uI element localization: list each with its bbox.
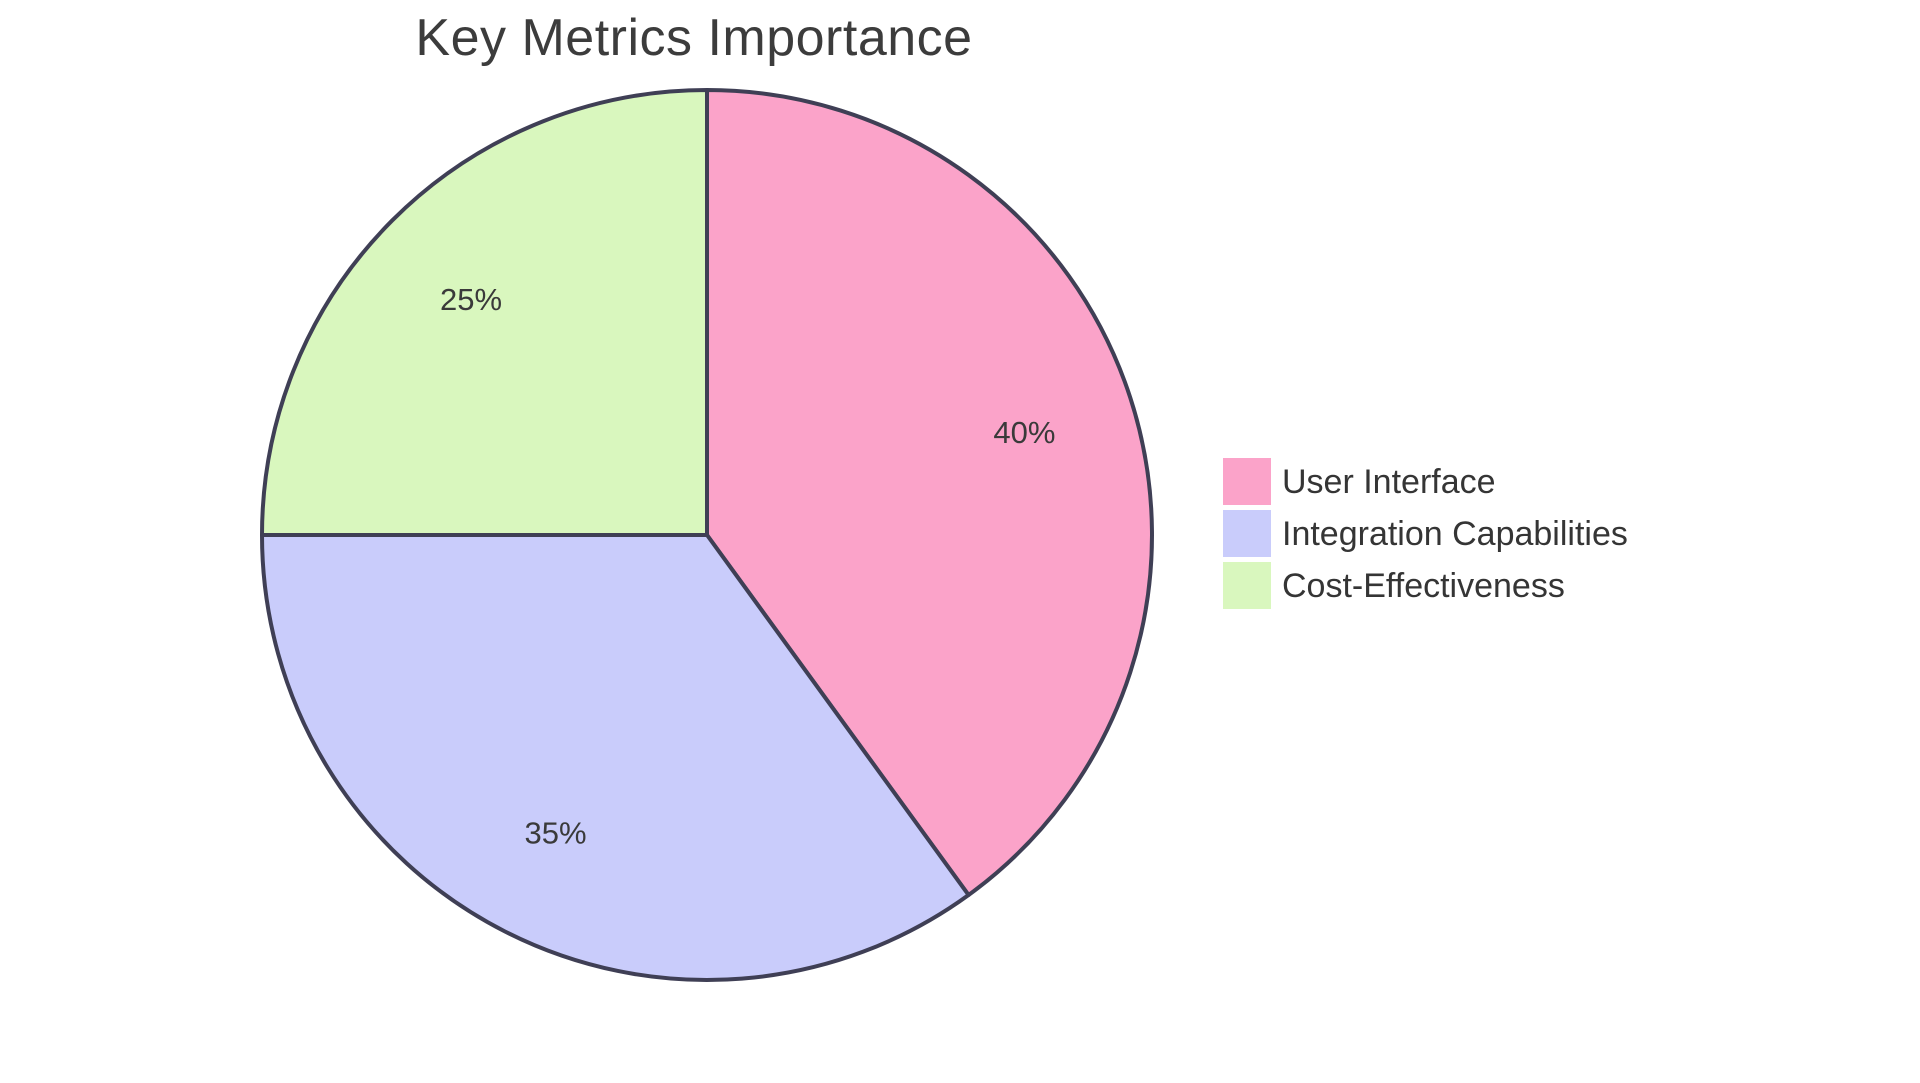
legend-item: Cost-Effectiveness [1223, 562, 1628, 609]
pie-slice-cost-effectiveness [260, 88, 709, 537]
chart-title: Key Metrics Importance [415, 9, 973, 67]
legend-label: Integration Capabilities [1282, 514, 1628, 553]
legend-label: User Interface [1282, 462, 1496, 501]
legend-item: Integration Capabilities [1223, 510, 1628, 557]
slice-label: 40% [993, 415, 1055, 450]
slice-label: 35% [524, 815, 586, 850]
legend-swatch-cost-effectiveness [1223, 562, 1271, 609]
pie-slice-integration-capabilities [260, 533, 971, 982]
legend-item: User Interface [1223, 458, 1628, 505]
legend-label: Cost-Effectiveness [1282, 566, 1565, 605]
slice-label: 25% [440, 282, 502, 317]
legend-swatch-user-interface [1223, 458, 1271, 505]
legend: User Interface Integration Capabilities … [1223, 458, 1628, 614]
pie-slice-user-interface [705, 88, 1154, 898]
legend-swatch-integration-capabilities [1223, 510, 1271, 557]
